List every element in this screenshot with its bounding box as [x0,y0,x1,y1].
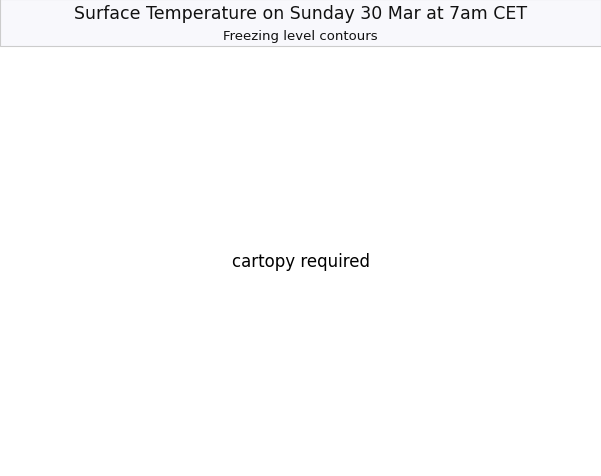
Text: cartopy required: cartopy required [231,252,370,270]
Text: Freezing level contours: Freezing level contours [223,30,378,43]
Text: Surface Temperature on Sunday 30 Mar at 7am CET: Surface Temperature on Sunday 30 Mar at … [74,5,527,23]
